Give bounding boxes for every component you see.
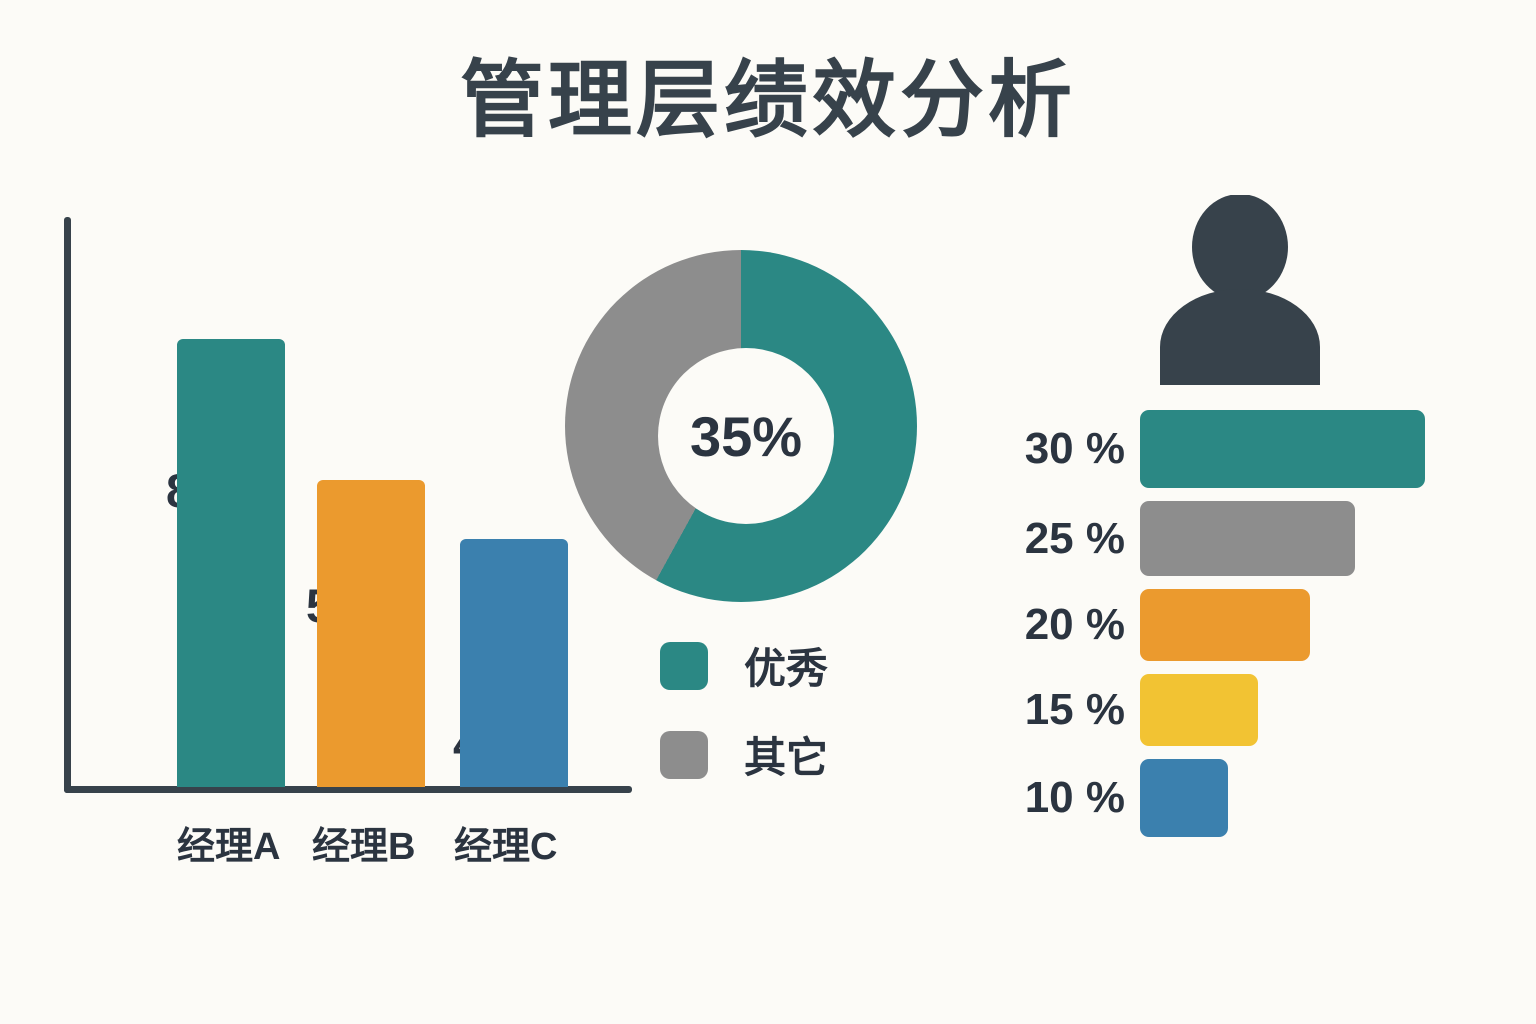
bar-manager-c[interactable] [460,539,568,787]
bar-category-label-b: 经理B [312,826,416,868]
page-title: 管理层绩效分析 [459,53,1076,147]
y-axis-line [64,217,71,793]
legend-swatch-excellent [660,641,708,690]
legend-label-excellent: 优秀 [744,645,829,692]
bar-category-label-c: 经理C [454,826,558,868]
legend-item-excellent[interactable]: 优秀 [660,635,960,696]
legend-label-other: 其它 [744,734,829,781]
hbar-row-2[interactable]: 25 % [1000,501,1500,576]
hbar-fill-1 [1140,410,1425,488]
horizontal-bar-list: 30 % 25 % 20 % 15 % 10 % [1000,410,1500,850]
hbar-label-5: 10 % [1024,773,1125,822]
distribution-section: 30 % 25 % 20 % 15 % 10 % [1000,195,1500,895]
bar-manager-b[interactable] [317,480,425,787]
hbar-fill-4 [1140,674,1258,746]
donut-center-value: 35% [689,404,803,468]
hbar-label-3: 20 % [1024,600,1125,649]
donut-chart-section: 35% 优秀 其它 [560,240,960,800]
hbar-label-4: 15 % [1024,685,1125,734]
legend-swatch-other [660,730,708,779]
hbar-row-4[interactable]: 15 % [1000,674,1500,746]
hbar-row-3[interactable]: 20 % [1000,589,1500,661]
hbar-label-2: 25 % [1024,513,1125,563]
hbar-fill-5 [1140,759,1228,837]
legend-item-other[interactable]: 其它 [660,724,960,785]
donut-hole: 35% [658,348,834,524]
bar-manager-a[interactable] [177,339,285,787]
hbar-row-5[interactable]: 10 % [1000,759,1500,837]
donut-ring[interactable]: 35% [565,250,917,602]
bar-category-label-a: 经理A [177,826,281,868]
hbar-label-1: 30 % [1024,424,1125,473]
hbar-row-1[interactable]: 30 % [1000,410,1500,488]
x-axis-line [64,786,632,793]
person-icon [1160,195,1320,385]
vertical-bar-chart: 80 % 经理A 55 % 经理B 45 % 经理C [40,200,640,880]
hbar-fill-3 [1140,589,1310,661]
hbar-fill-2 [1140,501,1355,576]
donut-legend: 优秀 其它 [660,635,960,813]
